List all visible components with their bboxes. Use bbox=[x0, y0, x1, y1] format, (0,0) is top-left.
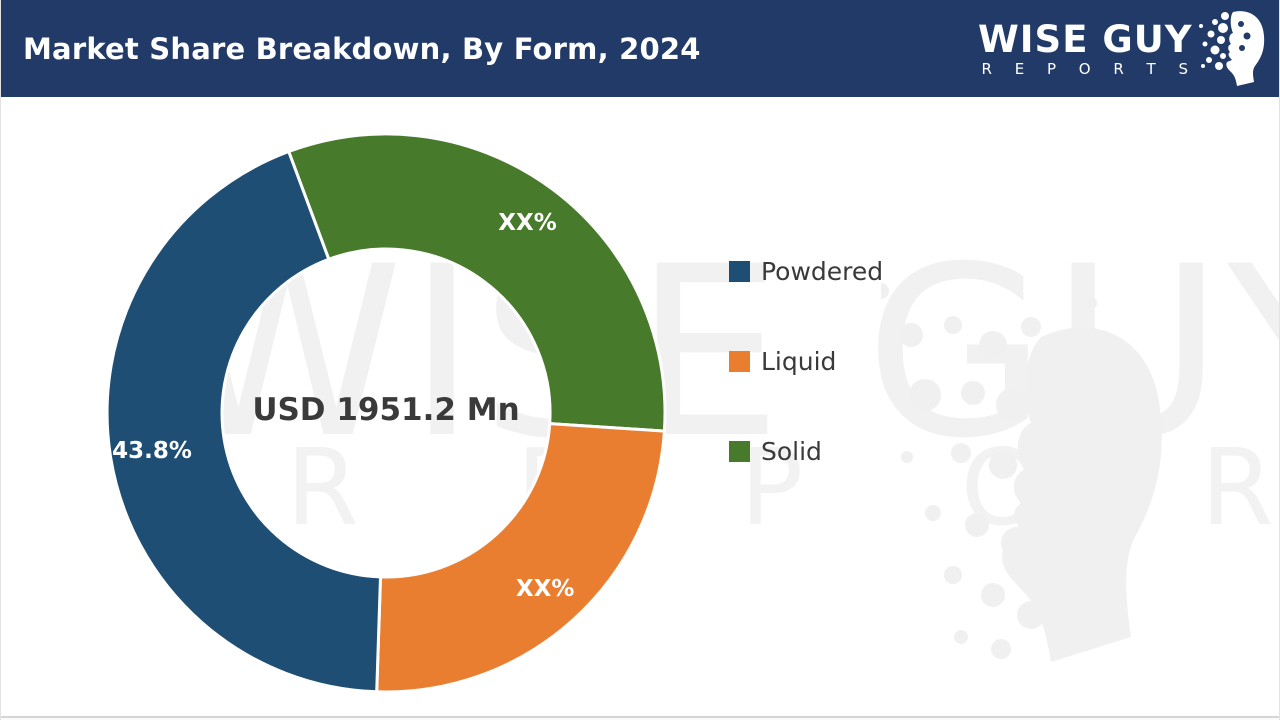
brand-logo: WISE GUY R E P O R T S bbox=[978, 6, 1267, 92]
brand-subtitle: R E P O R T S bbox=[981, 59, 1197, 78]
brand-text: WISE GUY R E P O R T S bbox=[978, 21, 1193, 77]
legend-item-liquid: Liquid bbox=[729, 347, 883, 375]
donut-segment-powdered bbox=[105, 150, 382, 694]
legend: Powdered Liquid Solid bbox=[729, 257, 883, 465]
donut-chart bbox=[105, 132, 667, 694]
header-background bbox=[1, 0, 1279, 97]
chart-center-value: USD 1951.2 Mn bbox=[252, 392, 520, 428]
legend-swatch-solid bbox=[729, 440, 750, 462]
legend-label-liquid: Liquid bbox=[761, 346, 837, 376]
bottom-padding bbox=[1, 718, 1279, 720]
chart-area: WISE GUY R E P O R T S USD 1951.2 Mn Pow… bbox=[1, 97, 1279, 717]
brand-name: WISE GUY bbox=[977, 17, 1193, 61]
segment-label-solid: XX% bbox=[498, 209, 557, 236]
legend-label-powdered: Powdered bbox=[761, 256, 884, 286]
segment-label-powdered: 43.8% bbox=[112, 438, 192, 465]
legend-item-powdered: Powdered bbox=[729, 257, 883, 285]
legend-swatch-powdered bbox=[729, 260, 750, 282]
brand-face-icon bbox=[1199, 10, 1265, 86]
legend-item-solid: Solid bbox=[729, 437, 883, 465]
page-title: Market Share Breakdown, By Form, 2024 bbox=[23, 31, 701, 66]
header: Market Share Breakdown, By Form, 2024 WI… bbox=[1, 0, 1279, 97]
donut-segment-liquid bbox=[375, 422, 666, 694]
legend-label-solid: Solid bbox=[761, 436, 822, 466]
segment-label-liquid: XX% bbox=[515, 575, 575, 602]
watermark-face-icon bbox=[881, 283, 1162, 662]
bottom-border bbox=[1, 716, 1279, 718]
donut-segment-solid bbox=[287, 132, 667, 433]
legend-swatch-liquid bbox=[729, 350, 750, 372]
